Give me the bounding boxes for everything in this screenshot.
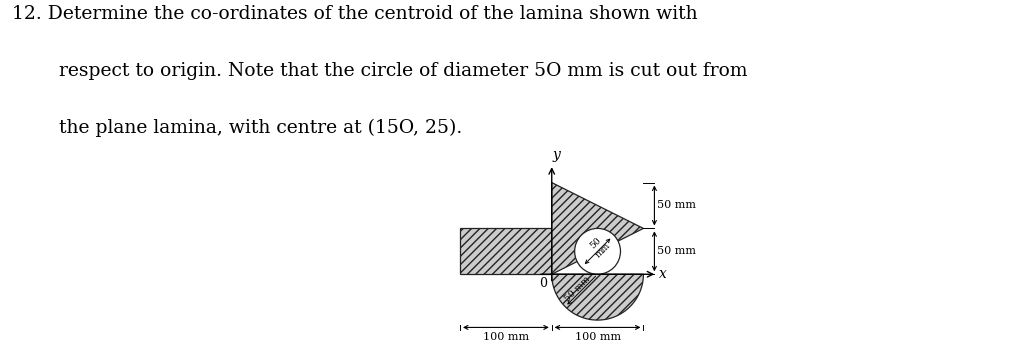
Text: 50 mm: 50 mm — [657, 246, 696, 256]
Text: 100 mm: 100 mm — [483, 332, 529, 342]
Text: 50
mm: 50 mm — [587, 234, 612, 259]
Text: 0: 0 — [540, 277, 547, 290]
Text: the plane lamina, with centre at (15O, 25).: the plane lamina, with centre at (15O, 2… — [59, 118, 463, 136]
Text: 100 mm: 100 mm — [574, 332, 621, 342]
Text: 50 mm: 50 mm — [563, 274, 592, 303]
Text: 50 mm: 50 mm — [657, 201, 696, 210]
Text: respect to origin. Note that the circle of diameter 5O mm is cut out from: respect to origin. Note that the circle … — [59, 62, 748, 80]
Text: y: y — [553, 148, 560, 162]
Polygon shape — [552, 183, 643, 274]
Text: x: x — [659, 267, 667, 281]
Circle shape — [574, 229, 621, 274]
Polygon shape — [552, 274, 643, 320]
Polygon shape — [460, 229, 552, 274]
Text: 12. Determine the co-ordinates of the centroid of the lamina shown with: 12. Determine the co-ordinates of the ce… — [12, 6, 698, 23]
